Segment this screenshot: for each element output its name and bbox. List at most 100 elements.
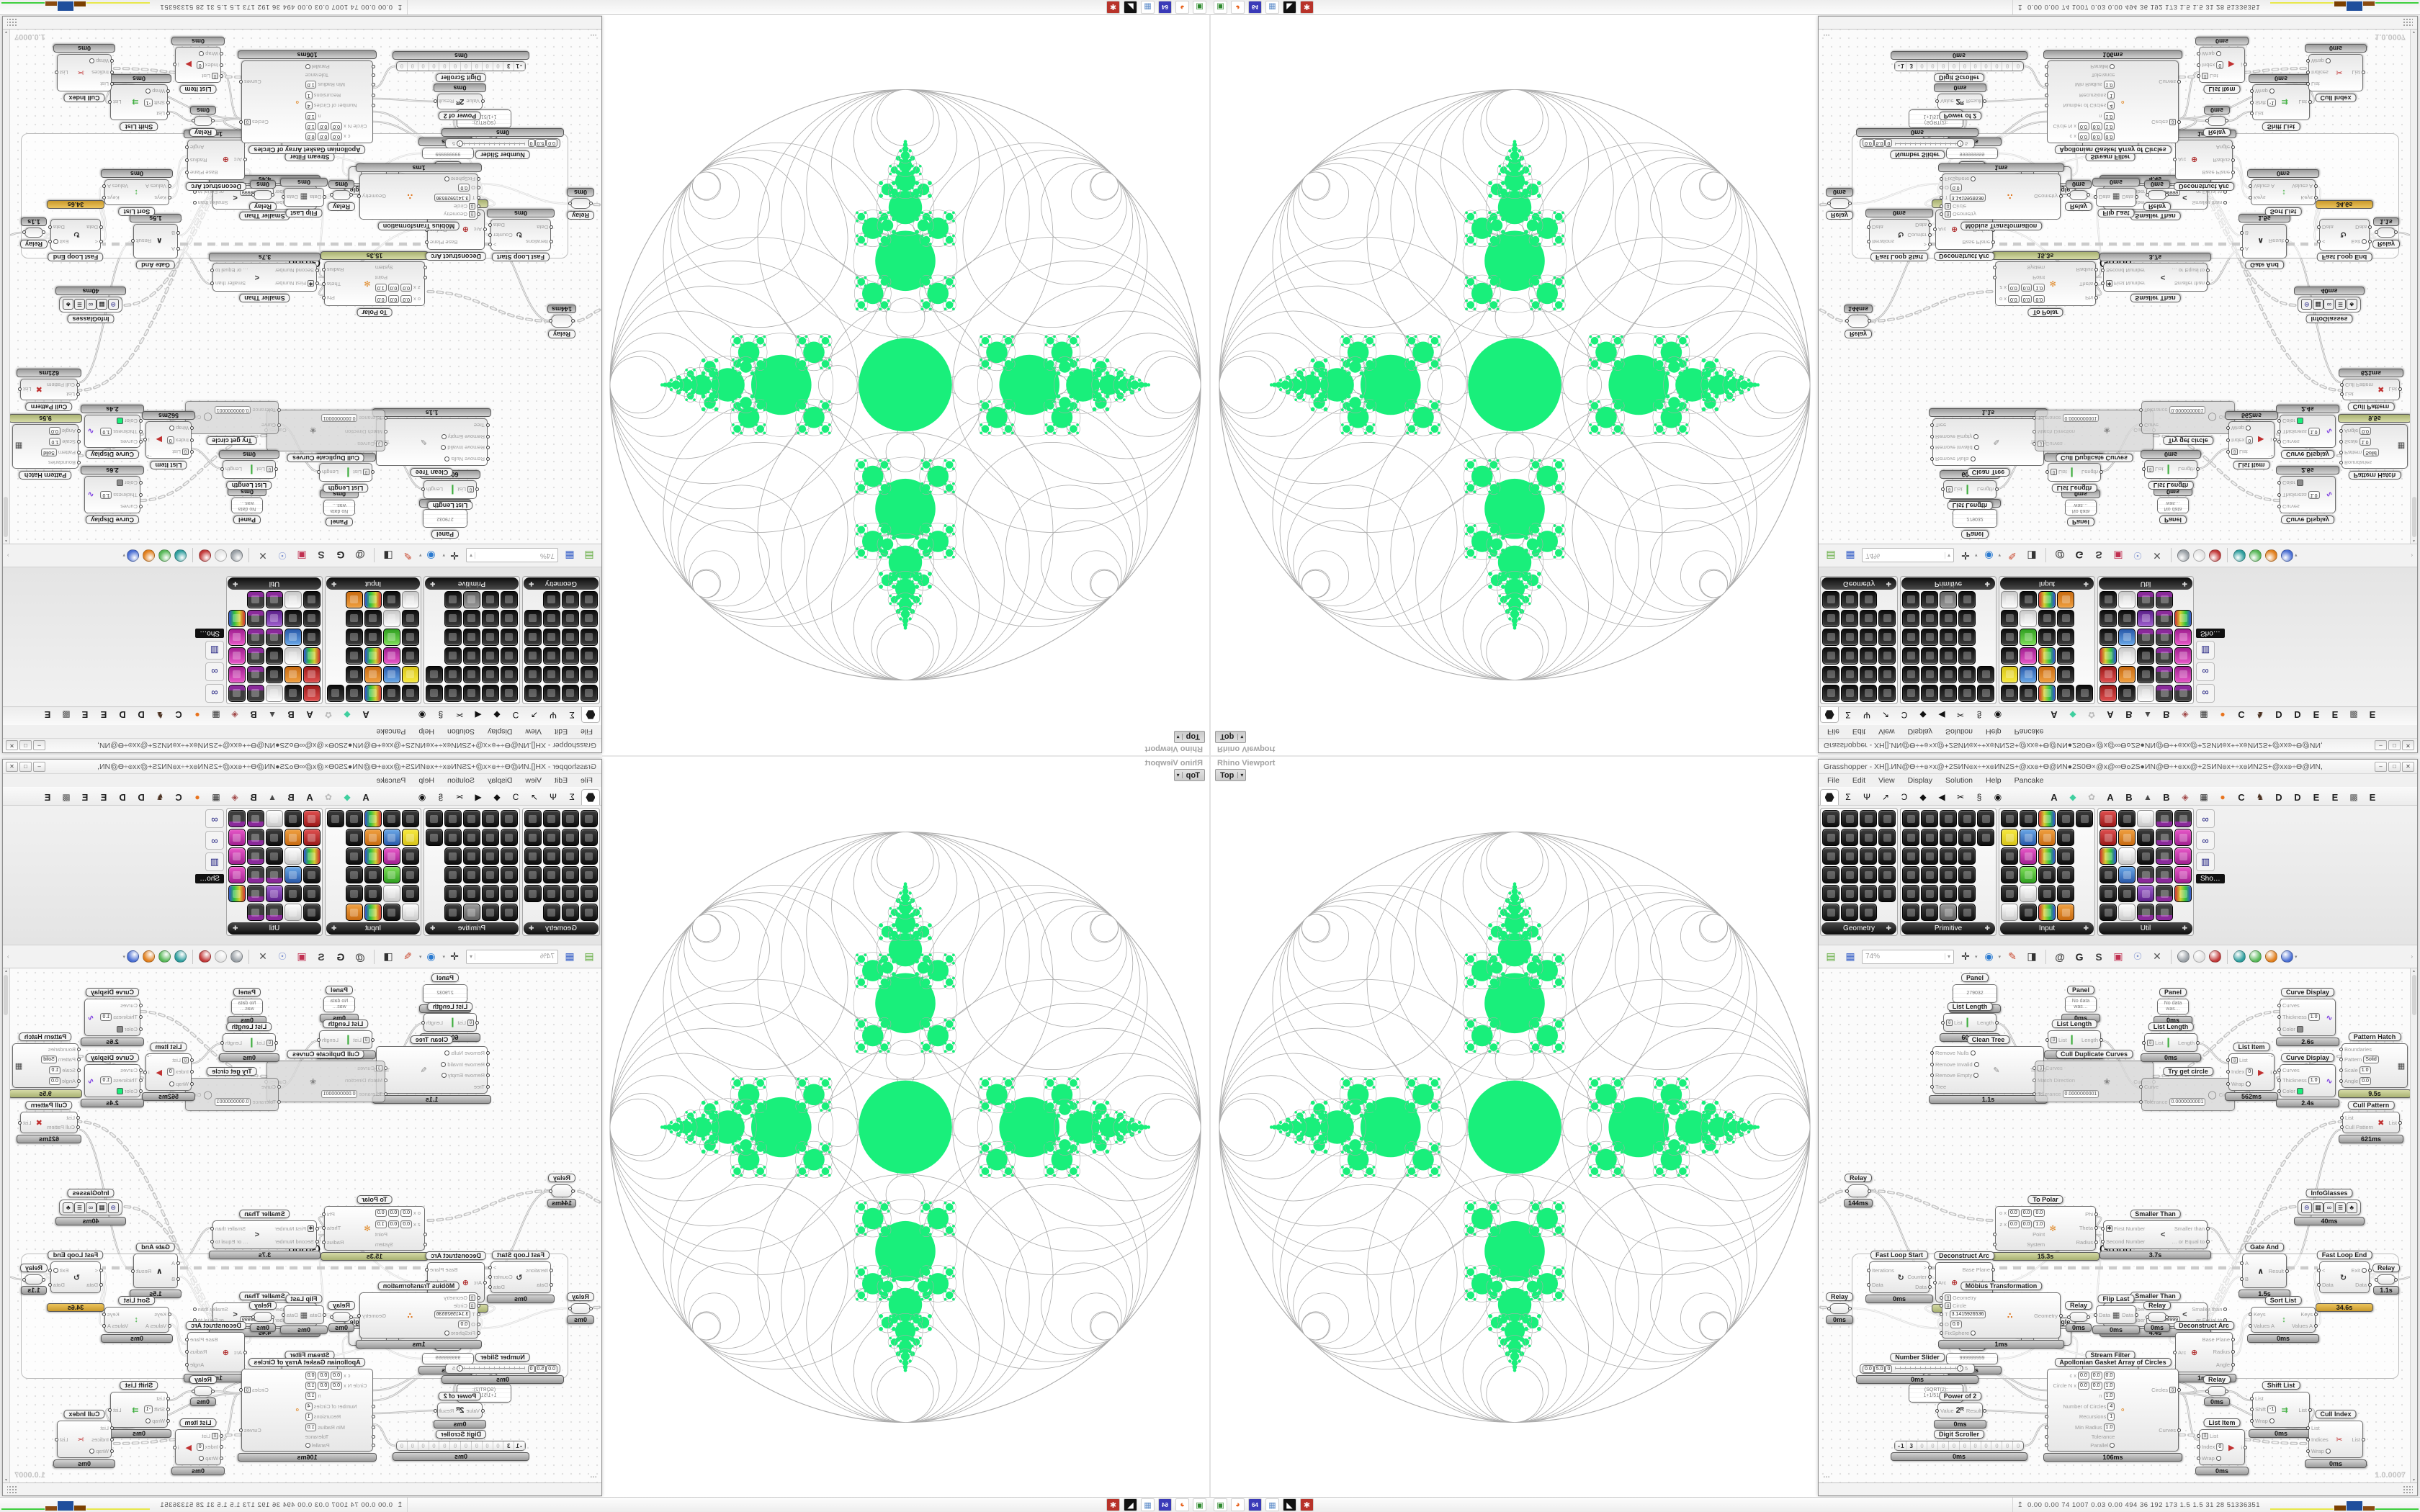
wire-grip[interactable] <box>1941 487 1945 492</box>
wire-grip[interactable] <box>1930 434 1934 438</box>
palette-component-icon[interactable] <box>444 904 462 921</box>
palette-component-icon[interactable] <box>562 829 579 846</box>
category-tab-1[interactable]: Σ <box>569 710 575 720</box>
palette-component-icon[interactable] <box>2057 810 2074 827</box>
wire-grip[interactable] <box>315 1226 319 1230</box>
palette-name-bar[interactable]: Primitive ✚ <box>1901 577 1995 590</box>
palette-component-icon[interactable] <box>1822 647 1839 665</box>
gh-component-shift-list[interactable]: Shift List List Shift -1 Wrap ⇉ List 0ms <box>107 1381 171 1438</box>
gh-component-fast-loop-end[interactable]: Fast Loop End < Data ↻ Exit Data 34.6s <box>47 200 104 261</box>
wire-grip[interactable] <box>1993 266 1996 270</box>
palette-component-icon[interactable] <box>402 885 419 902</box>
palette-component-icon[interactable] <box>1860 885 1877 902</box>
paint-wand-button[interactable]: ✎ <box>2008 950 2017 962</box>
wire-grip[interactable] <box>486 1062 490 1066</box>
gh-component-relay-m1[interactable]: Relay 0ms <box>2064 180 2093 211</box>
param-checkbox[interactable] <box>2215 50 2221 56</box>
wire-grip[interactable] <box>143 1070 147 1074</box>
wire-grip[interactable] <box>102 196 106 200</box>
palette-component-icon[interactable] <box>266 885 283 902</box>
category-tab-23[interactable]: D <box>138 709 145 721</box>
component-body[interactable]: ⊜ ▦ ∞ ≣ ♣ <box>2298 1200 2361 1215</box>
wire-grip[interactable] <box>2231 158 2235 162</box>
param-value-box[interactable]: 0.0 <box>2007 1209 2020 1218</box>
wire-grip[interactable] <box>2277 419 2281 423</box>
gh-component-fast-loop-start[interactable]: Fast Loop Start Iterations Data ↻ > Counter Da… <box>1865 209 1933 261</box>
wire-grip[interactable] <box>330 193 333 197</box>
wire-grip[interactable] <box>2244 63 2247 67</box>
component-body[interactable]: ⇩ List ▎ Length <box>317 463 375 482</box>
param-modifier-button[interactable]: ⇩ <box>469 202 475 210</box>
component-body[interactable]: Iterations Data ↻ > Counter Data <box>1867 219 1932 251</box>
palette-component-icon[interactable] <box>543 885 560 902</box>
wire-grip[interactable] <box>488 1284 492 1289</box>
palette-component-icon[interactable] <box>2156 647 2173 665</box>
panel-text[interactable]: 999999999 <box>1947 148 1997 158</box>
palette-component-icon[interactable] <box>524 666 542 683</box>
category-tab-23[interactable]: D <box>2275 709 2282 721</box>
wire-grip[interactable] <box>2317 1282 2321 1287</box>
wire-grip[interactable] <box>2139 1084 2143 1089</box>
wire-grip[interactable] <box>220 1434 223 1438</box>
wire-grip[interactable] <box>2206 1226 2210 1230</box>
palette-component-icon[interactable] <box>1940 885 1957 902</box>
palette-component-icon[interactable] <box>1977 685 1994 702</box>
digit[interactable]: 0 <box>1991 1441 2002 1450</box>
digit[interactable]: 0 <box>418 1441 429 1450</box>
palette-component-icon[interactable] <box>562 610 579 627</box>
param-value-box[interactable]: 1.0 <box>100 427 112 436</box>
preview-eye-button[interactable]: ◉ <box>1984 550 1994 562</box>
paint-wand-button[interactable]: ✎ <box>403 550 412 562</box>
gh-component-infoglasses[interactable]: InfoGlasses ⊜ ▦ ∞ ≣ ♣ 40ms <box>2294 287 2365 323</box>
param-checkbox[interactable] <box>1971 1330 1976 1336</box>
component-body[interactable]: Boundaries Pattern Solid Scale 1.0 Angle 0.0 ▦ <box>2339 1043 2408 1088</box>
category-tab-15[interactable]: B <box>287 709 295 721</box>
menu-item-file[interactable]: File <box>1827 776 1839 785</box>
param-value-box[interactable]: 1.0 <box>2103 1382 2115 1390</box>
wire-grip[interactable] <box>330 1315 333 1319</box>
combo-dropdown-arrow[interactable]: ▾ <box>1944 953 1950 960</box>
wire-grip[interactable] <box>481 1408 485 1413</box>
wire-grip[interactable] <box>185 1338 189 1342</box>
category-tab-7[interactable]: ✂ <box>1956 710 1965 720</box>
palette-component-icon[interactable] <box>426 685 443 702</box>
palette-component-icon[interactable] <box>247 847 264 865</box>
gh-component-panel-nodata-2[interactable]: Panel No data was… 0ms <box>228 988 266 1025</box>
param-checkbox[interactable] <box>1973 433 1979 439</box>
palette-component-icon[interactable] <box>2156 904 2173 921</box>
gh-component-cull-index[interactable]: Cull Index List Indices Wrap ✂ List 0ms <box>2305 44 2367 102</box>
palette-component-icon[interactable] <box>2174 810 2192 827</box>
slider-value-box[interactable]: 0 <box>1885 139 1893 148</box>
param-value-box[interactable]: Solid <box>2363 449 2379 456</box>
category-tab-17[interactable]: B <box>250 709 257 721</box>
param-value-box[interactable]: 0.0 <box>2033 294 2045 303</box>
palette-component-icon[interactable] <box>2001 810 2018 827</box>
color-swatch[interactable] <box>117 418 124 425</box>
taskbar-icon-gear-red[interactable]: ✱ <box>1106 1498 1120 1511</box>
zoom-level-combo[interactable]: 74% ▾ <box>1862 548 1954 563</box>
param-value-box[interactable]: 4 <box>2107 102 2115 110</box>
wire-grip[interactable] <box>1993 1233 1996 1237</box>
wire-grip[interactable] <box>48 1268 52 1272</box>
palette-component-icon[interactable] <box>2137 610 2154 627</box>
wire-grip[interactable] <box>110 59 114 63</box>
component-body[interactable]: Remove Nulls Remove Invalid Remove Empty Tr… <box>374 1046 490 1094</box>
palette-component-icon[interactable] <box>1841 866 1858 883</box>
palette-component-icon[interactable] <box>364 685 382 702</box>
palette-component-icon[interactable] <box>2020 866 2037 883</box>
wire-grip[interactable] <box>2045 104 2048 108</box>
digit[interactable]: -1 <box>1895 62 1906 71</box>
param-checkbox[interactable] <box>2110 63 2115 69</box>
minimize-button[interactable]: – <box>33 740 45 751</box>
wire-grip[interactable] <box>2368 1268 2372 1272</box>
palette-component-icon[interactable] <box>364 629 382 646</box>
projector-button[interactable]: ◨ <box>2027 950 2037 962</box>
taskbar-icon-firefox[interactable]: ◕ <box>1231 1 1245 14</box>
param-checkbox[interactable] <box>2245 1081 2251 1086</box>
wire-grip[interactable] <box>2173 1350 2177 1354</box>
param-value-box[interactable]: 0.0 <box>318 132 330 141</box>
param-value-box[interactable]: 1.0 <box>375 284 387 292</box>
palette-component-icon[interactable] <box>1902 904 1919 921</box>
canvas-corner-menu[interactable]: … <box>589 1472 597 1480</box>
palette-component-icon[interactable] <box>562 591 579 608</box>
